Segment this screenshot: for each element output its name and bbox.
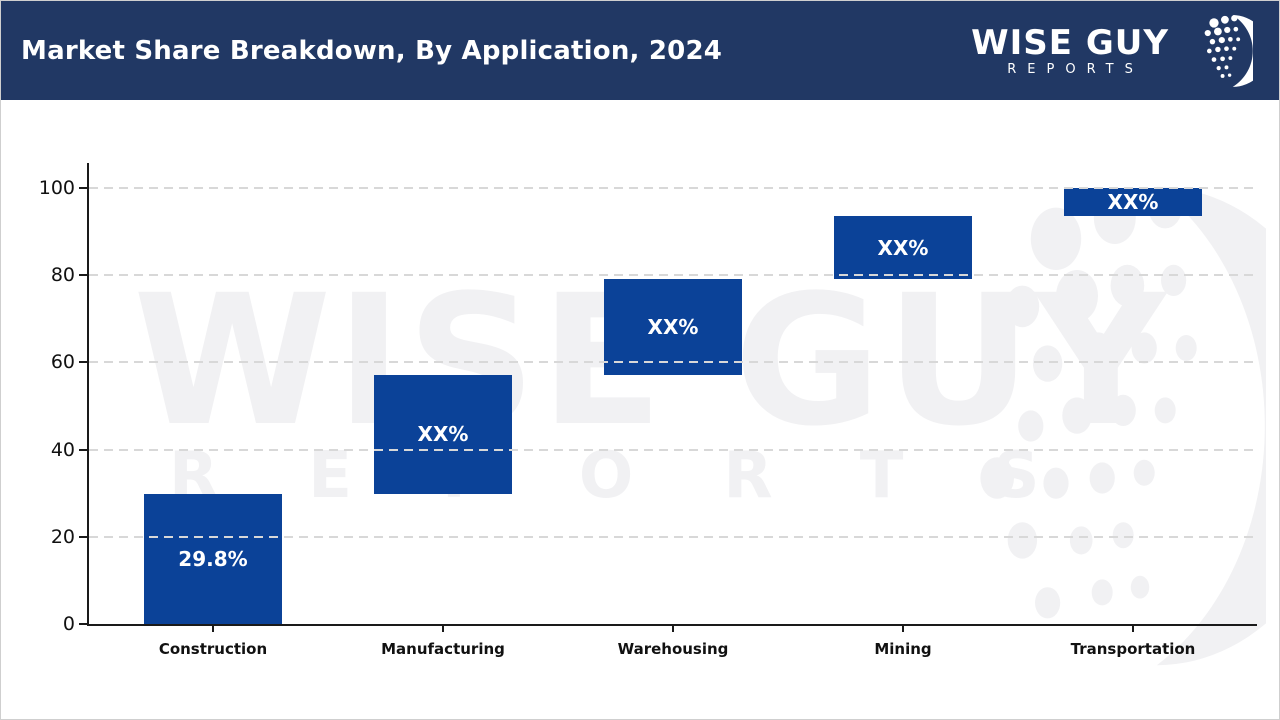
y-axis-line bbox=[87, 163, 89, 626]
bar-construction: 29.8% bbox=[144, 494, 282, 624]
y-axis-tick-mark bbox=[79, 623, 89, 625]
y-axis-tick-label: 20 bbox=[50, 525, 75, 548]
bar-manufacturing: XX% bbox=[374, 374, 512, 495]
bar-value-label: XX% bbox=[1107, 190, 1159, 215]
x-axis-tick-mark bbox=[442, 624, 444, 632]
y-axis-tick-mark bbox=[79, 274, 89, 277]
y-axis-tick-mark bbox=[79, 535, 89, 538]
x-category-label-warehousing: Warehousing bbox=[617, 640, 729, 658]
y-axis-tick-label: 40 bbox=[50, 438, 75, 461]
x-axis-tick-mark bbox=[902, 624, 904, 632]
gridline-80 bbox=[89, 274, 1257, 277]
x-axis-tick-mark bbox=[672, 624, 674, 632]
y-axis-tick-label: 80 bbox=[50, 264, 75, 287]
brand-subname: REPORTS bbox=[1007, 61, 1144, 77]
bar-mining: XX% bbox=[834, 216, 972, 280]
y-axis-tick-label: 60 bbox=[50, 351, 75, 374]
bar-value-label: XX% bbox=[877, 235, 929, 260]
y-axis-tick-label: 100 bbox=[38, 177, 75, 199]
brand-logo: WISE GUY REPORTS bbox=[971, 10, 1253, 92]
y-axis-tick-mark bbox=[79, 361, 89, 364]
gridline-60 bbox=[89, 361, 1257, 364]
header-bar: Market Share Breakdown, By Application, … bbox=[1, 1, 1279, 100]
y-axis-tick-mark bbox=[79, 187, 89, 189]
bar-value-label: XX% bbox=[417, 422, 469, 447]
x-category-label-transportation: Transportation bbox=[1070, 640, 1196, 658]
brand-logo-text: WISE GUY REPORTS bbox=[971, 26, 1169, 76]
brand-name: WISE GUY bbox=[971, 22, 1169, 63]
gridline-40 bbox=[89, 448, 1257, 451]
x-category-label-construction: Construction bbox=[158, 640, 268, 658]
plot-area: 29.8% XX% XX% XX% XX% 0 20 40 60 80 100 Constructio… bbox=[1, 100, 1279, 719]
bar-value-label: XX% bbox=[647, 314, 699, 339]
y-axis-tick-label: 0 bbox=[62, 613, 75, 635]
page-title: Market Share Breakdown, By Application, … bbox=[21, 35, 723, 66]
bar-warehousing: XX% bbox=[604, 279, 742, 375]
x-axis-tick-mark bbox=[1132, 624, 1134, 632]
bar-transportation: XX% bbox=[1064, 188, 1202, 217]
x-axis-line bbox=[87, 624, 1257, 626]
bar-value-label: 29.8% bbox=[178, 547, 248, 572]
gridline-100 bbox=[89, 187, 1257, 189]
gridline-20 bbox=[89, 535, 1257, 538]
x-axis-tick-mark bbox=[212, 624, 214, 632]
x-category-label-manufacturing: Manufacturing bbox=[381, 640, 505, 658]
y-axis-tick-mark bbox=[79, 448, 89, 451]
x-category-label-mining: Mining bbox=[874, 640, 932, 658]
logo-face-icon bbox=[1204, 14, 1253, 87]
